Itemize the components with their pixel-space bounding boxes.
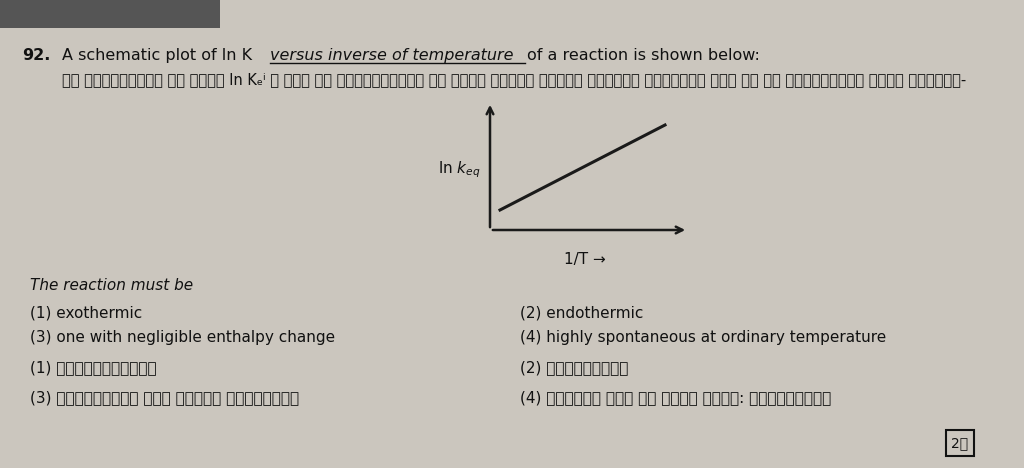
- Text: (3) एन्थेल्पी में नगण्य परिवर्तन: (3) एन्थेल्पी में नगण्य परिवर्तन: [30, 390, 299, 405]
- Text: (4) साधारण दाब पर उच्च स्वत: प्रवर्तित: (4) साधारण दाब पर उच्च स्वत: प्रवर्तित: [520, 390, 831, 405]
- Text: 2म: 2म: [951, 436, 969, 450]
- Text: The reaction must be: The reaction must be: [30, 278, 194, 293]
- Text: 92.: 92.: [22, 48, 50, 63]
- Text: versus inverse of temperature: versus inverse of temperature: [270, 48, 513, 63]
- Text: (4) highly spontaneous at ordinary temperature: (4) highly spontaneous at ordinary tempe…: [520, 330, 886, 345]
- Text: (2) उष्माशोषी: (2) उष्माशोषी: [520, 360, 629, 375]
- Bar: [0, 0, 220, 28]
- Text: (1) उष्माक्षेपी: (1) उष्माक्षेपी: [30, 360, 157, 375]
- Text: (2) endothermic: (2) endothermic: [520, 305, 643, 320]
- Text: ln $k_{eq}$: ln $k_{eq}$: [437, 160, 480, 180]
- Text: 1/T →: 1/T →: [564, 252, 606, 267]
- Text: (3) one with negligible enthalpy change: (3) one with negligible enthalpy change: [30, 330, 335, 345]
- Text: A schematic plot of ln K: A schematic plot of ln K: [62, 48, 252, 63]
- Text: एक अभिक्रिया के लिये ln Kₑⁱ व ताप के व्युत्क्रम के मध्य ग्राफ निम्न प्रकार दर्शा: एक अभिक्रिया के लिये ln Kₑⁱ व ताप के व्य…: [62, 72, 967, 87]
- Text: of a reaction is shown below:: of a reaction is shown below:: [527, 48, 760, 63]
- Text: (1) exothermic: (1) exothermic: [30, 305, 142, 320]
